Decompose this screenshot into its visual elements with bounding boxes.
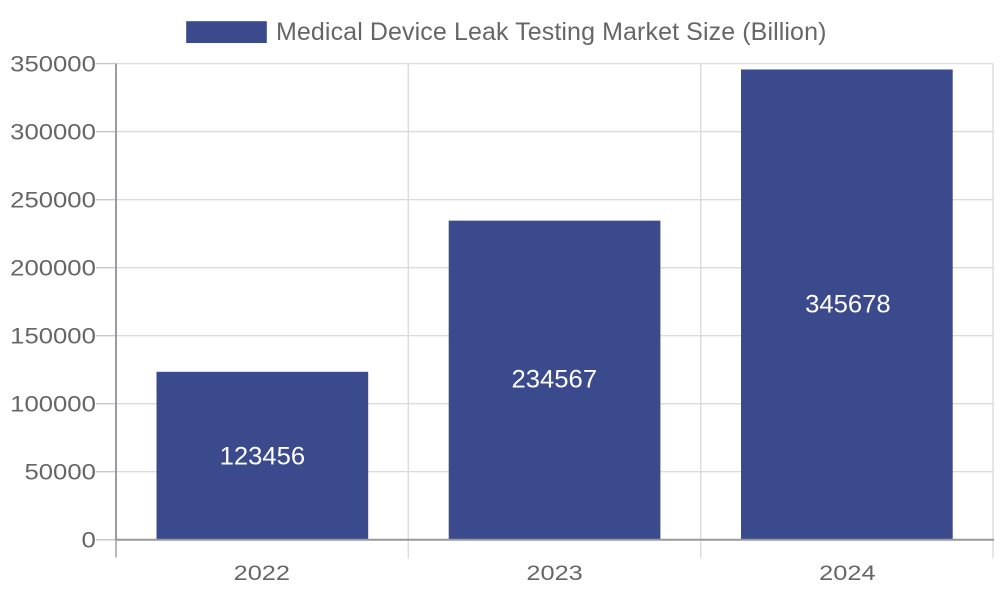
- svg-text:300000: 300000: [10, 119, 96, 144]
- svg-text:123456: 123456: [220, 442, 306, 470]
- svg-text:2024: 2024: [819, 562, 876, 585]
- svg-text:350000: 350000: [10, 51, 96, 76]
- svg-text:250000: 250000: [10, 187, 96, 212]
- svg-text:0: 0: [82, 528, 96, 553]
- svg-text:100000: 100000: [10, 391, 96, 416]
- svg-text:200000: 200000: [10, 255, 96, 280]
- svg-text:345678: 345678: [805, 290, 891, 318]
- svg-text:Medical Device Leak Testing Ma: Medical Device Leak Testing Market Size …: [276, 18, 827, 46]
- svg-text:50000: 50000: [25, 459, 96, 484]
- svg-text:234567: 234567: [512, 366, 598, 394]
- svg-text:2022: 2022: [234, 562, 290, 585]
- svg-text:150000: 150000: [10, 323, 96, 348]
- svg-text:2023: 2023: [526, 562, 582, 585]
